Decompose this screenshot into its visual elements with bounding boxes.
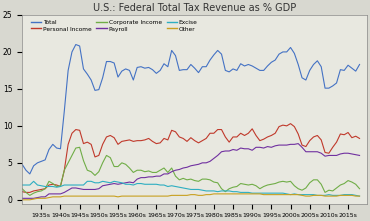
Line: Total: Total bbox=[22, 44, 360, 174]
Payroll bbox=[192, 164, 197, 166]
Corporate Income bbox=[77, 146, 82, 149]
Payroll bbox=[89, 188, 93, 191]
Payroll bbox=[150, 175, 155, 178]
Title: U.S.: Federal Total Tax Revenue as % GDP: U.S.: Federal Total Tax Revenue as % GDP bbox=[93, 3, 296, 13]
Other bbox=[192, 193, 197, 196]
Payroll bbox=[20, 197, 24, 200]
Other bbox=[54, 196, 59, 198]
Excise bbox=[154, 183, 159, 186]
Excise bbox=[66, 184, 70, 186]
Excise bbox=[93, 181, 97, 184]
Corporate Income bbox=[58, 185, 63, 187]
Other bbox=[357, 195, 362, 197]
Personal Income bbox=[93, 156, 97, 158]
Total bbox=[357, 63, 362, 66]
Excise bbox=[58, 185, 63, 188]
Legend: Total, Personal Income, Corporate Income, Payroll, Excise, Other: Total, Personal Income, Corporate Income… bbox=[28, 18, 200, 34]
Corporate Income bbox=[200, 178, 205, 180]
Personal Income bbox=[357, 137, 362, 140]
Other bbox=[89, 195, 93, 197]
Corporate Income bbox=[327, 189, 331, 192]
Line: Personal Income: Personal Income bbox=[22, 124, 360, 192]
Line: Corporate Income: Corporate Income bbox=[22, 147, 360, 195]
Other bbox=[20, 198, 24, 201]
Personal Income bbox=[154, 142, 159, 145]
Total bbox=[158, 69, 162, 72]
Payroll bbox=[357, 154, 362, 157]
Total bbox=[66, 69, 70, 72]
Other bbox=[212, 192, 216, 195]
Total bbox=[327, 87, 331, 90]
Personal Income bbox=[66, 143, 70, 146]
Line: Payroll: Payroll bbox=[22, 144, 360, 198]
Corporate Income bbox=[28, 194, 32, 197]
Personal Income bbox=[196, 141, 201, 144]
Other bbox=[62, 195, 67, 197]
Payroll bbox=[323, 155, 327, 158]
Personal Income bbox=[288, 122, 293, 125]
Total bbox=[97, 88, 101, 91]
Personal Income bbox=[24, 191, 28, 194]
Corporate Income bbox=[66, 162, 70, 164]
Total bbox=[200, 65, 205, 68]
Personal Income bbox=[327, 152, 331, 154]
Line: Other: Other bbox=[22, 194, 360, 200]
Corporate Income bbox=[97, 170, 101, 173]
Personal Income bbox=[58, 185, 63, 188]
Excise bbox=[31, 180, 36, 183]
Total bbox=[20, 163, 24, 166]
Total bbox=[58, 147, 63, 150]
Personal Income bbox=[20, 190, 24, 193]
Corporate Income bbox=[357, 187, 362, 190]
Payroll bbox=[296, 142, 300, 145]
Payroll bbox=[54, 192, 59, 195]
Other bbox=[323, 195, 327, 197]
Total bbox=[28, 173, 32, 175]
Payroll bbox=[62, 191, 67, 194]
Excise bbox=[20, 184, 24, 186]
Other bbox=[150, 195, 155, 197]
Total bbox=[74, 43, 78, 46]
Line: Excise: Excise bbox=[22, 181, 360, 196]
Corporate Income bbox=[20, 187, 24, 190]
Corporate Income bbox=[158, 169, 162, 171]
Excise bbox=[357, 195, 362, 197]
Excise bbox=[196, 188, 201, 191]
Excise bbox=[323, 194, 327, 197]
